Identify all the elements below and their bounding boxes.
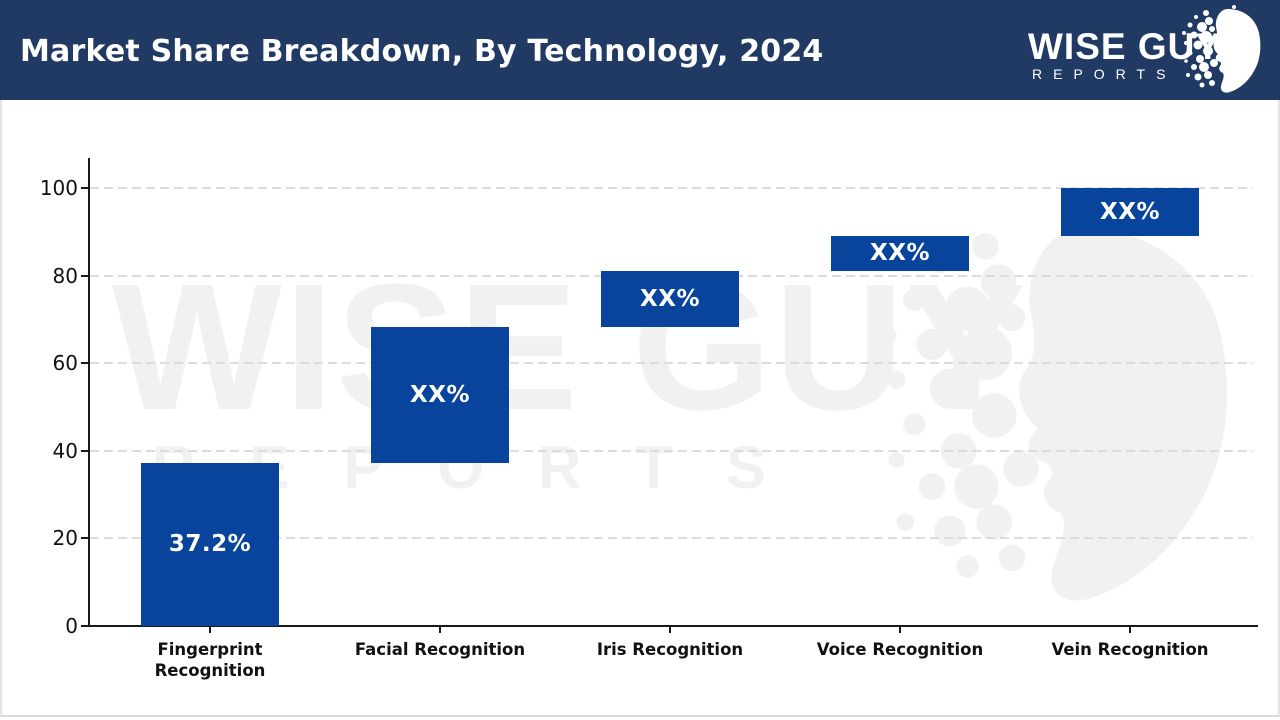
y-tick-label: 60 [52,351,78,375]
x-tick-label: Iris Recognition [596,640,744,659]
bar-value-label: XX% [409,381,470,408]
wise-guy-logo: WISE GUY REPORTS [1028,0,1268,100]
grid-line [90,187,1253,189]
bar-value-label: XX% [1099,198,1160,225]
y-tick-label: 20 [52,526,78,550]
bar: XX% [371,327,509,463]
header: Market Share Breakdown, By Technology, 2… [0,0,1280,100]
x-tick-label: Voice Recognition [816,640,984,659]
grid-line [90,537,1253,539]
x-tick-label: Fingerprint Recognition [154,640,266,680]
y-axis-line [88,158,90,627]
x-tick-mark [669,627,671,633]
bar-value-label: XX% [869,240,930,267]
y-tick-label: 100 [39,176,78,200]
x-tick-mark [899,627,901,633]
watermark-face-icon [878,228,1228,601]
y-tick-label: 40 [52,438,78,463]
y-tick-mark [81,187,88,189]
y-tick-mark [81,537,88,539]
x-tick-label: Facial Recognition [354,640,526,659]
bar: XX% [831,235,969,272]
y-tick-mark [81,362,88,364]
grid-line [90,362,1253,364]
bar-value-label: 37.2% [168,531,252,558]
y-tick-mark [81,624,88,627]
x-axis-line [88,625,1258,627]
y-tick-label: 0 [65,613,78,638]
x-tick-mark [209,627,211,633]
logo-subtitle: REPORTS [1032,66,1177,82]
x-tick-mark [439,627,441,633]
bar: XX% [1061,188,1199,236]
bar: XX% [601,271,739,328]
watermark-wordmark: WISE GUY [112,247,1029,448]
y-tick-mark [81,274,88,277]
logo-face-icon [1182,5,1261,93]
bar-value-label: XX% [639,286,700,313]
x-tick-mark [1129,627,1131,633]
grid-line [90,449,1253,452]
y-tick-label: 80 [52,263,78,288]
bar: 37.2% [141,462,279,626]
y-tick-mark [81,449,88,452]
page-title: Market Share Breakdown, By Technology, 2… [20,34,824,69]
x-tick-label: Vein Recognition [1051,640,1209,659]
logo-wordmark: WISE GUY [1028,26,1222,67]
